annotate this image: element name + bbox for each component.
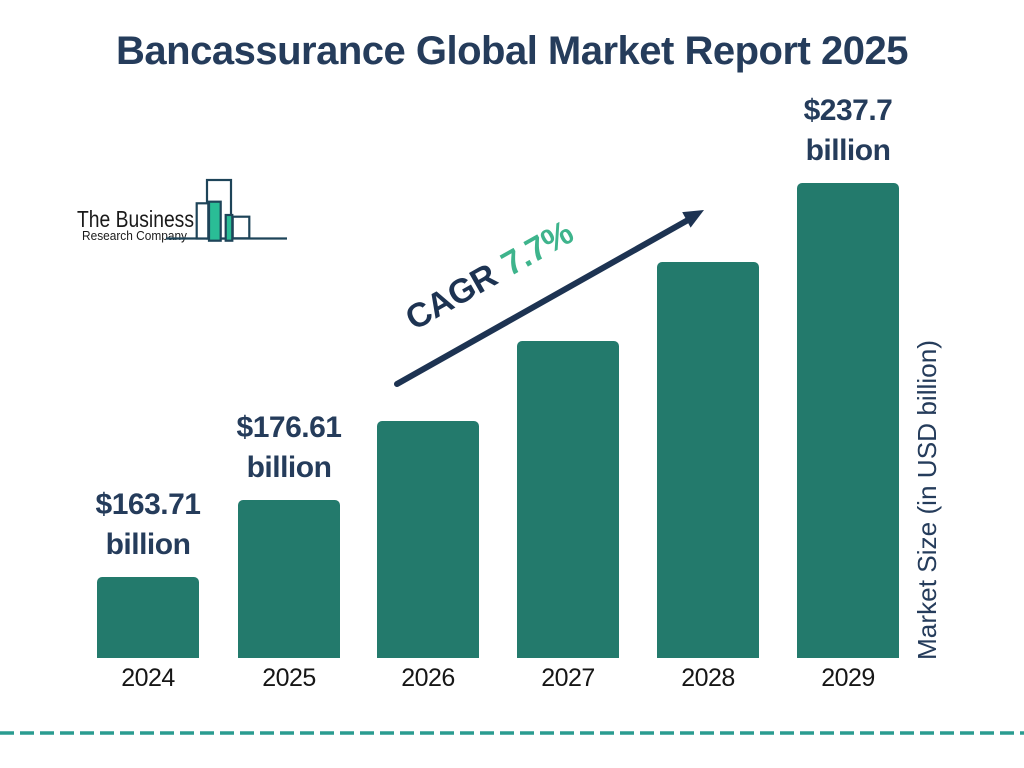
bar-2029 [797,183,899,658]
bar-value-label-line: billion [805,134,891,167]
bar-2026 [377,421,479,658]
bar-2028 [657,262,759,658]
bar-2025 [238,500,340,658]
x-tick-label-2028: 2028 [681,664,735,692]
bar-value-label-2029: $237.7 billion [758,91,938,171]
x-tick-label-2027: 2027 [541,664,595,692]
x-tick-label-2029: 2029 [821,664,875,692]
x-tick-label-2026: 2026 [401,664,455,692]
bar-value-label-line: $163.71 [95,488,201,521]
bar-value-label-2025: $176.61 billion [199,408,379,488]
x-tick-label-2025: 2025 [262,664,316,692]
bar-value-label-line: billion [105,528,191,561]
bar-value-label-line: $237.7 [803,94,893,127]
cagr-value: 7.7% [495,213,580,283]
logo-text-line1: The Business [77,206,194,232]
logo-text-line2: Research Company [82,229,188,243]
bar-value-label-line: $176.61 [236,411,342,444]
chart-title: Bancassurance Global Market Report 2025 [116,29,908,73]
bar-2027 [517,341,619,658]
bar-value-label-line: billion [246,451,332,484]
bar-value-label-2024: $163.71 billion [58,485,238,565]
logo-barchart-icon [166,178,287,242]
cagr-annotation: CAGR7.7% [399,213,579,338]
company-logo: The Business Research Company [77,178,287,243]
x-tick-label-2024: 2024 [121,664,175,692]
bar-2024 [97,577,199,658]
cagr-label: CAGR [399,257,503,338]
y-axis-label: Market Size (in USD billion) [912,340,942,660]
